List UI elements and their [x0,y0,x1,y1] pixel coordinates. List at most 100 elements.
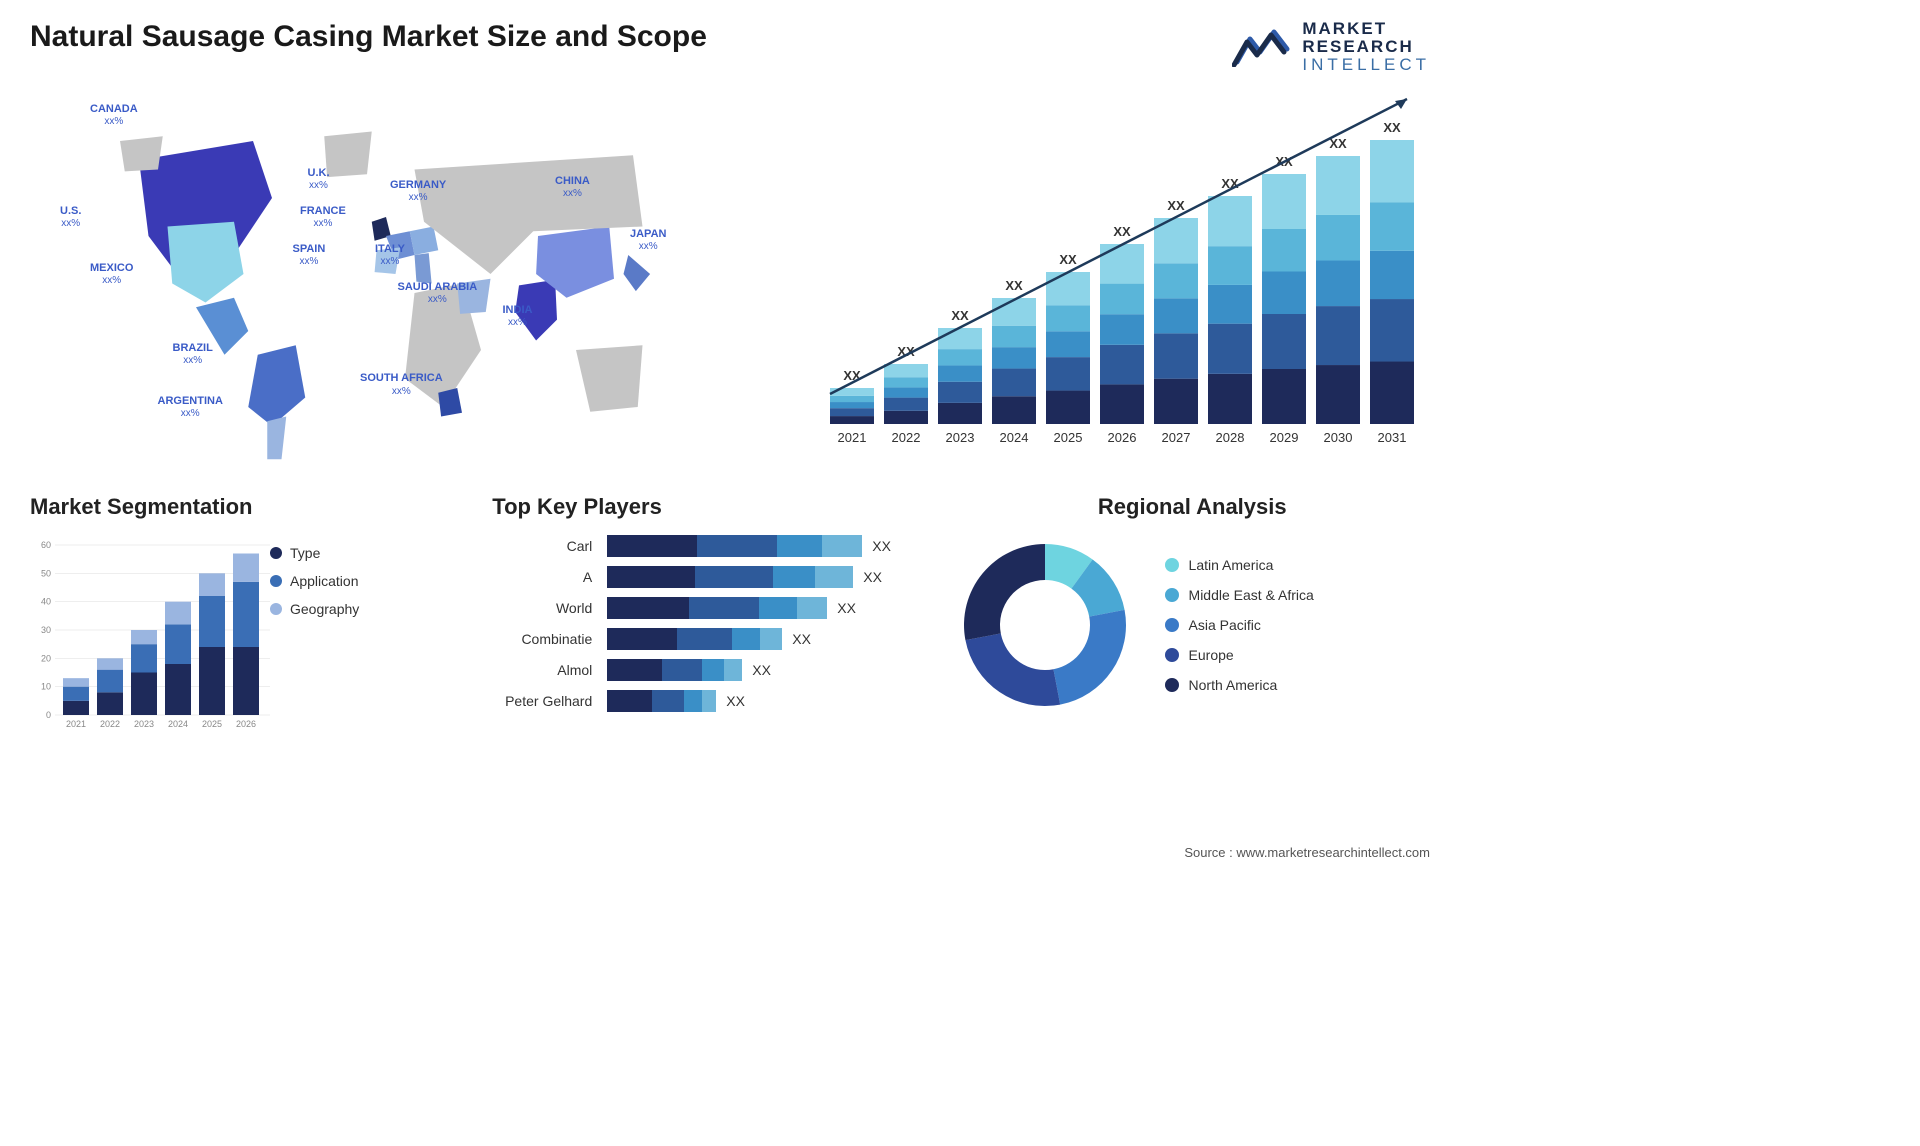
logo-text-3: INTELLECT [1302,56,1430,74]
seg-bar-segment [97,669,123,692]
regional-legend: Latin AmericaMiddle East & AfricaAsia Pa… [1165,557,1314,693]
seg-bar-segment [63,678,89,687]
player-bar [607,690,716,712]
legend-label: Middle East & Africa [1189,587,1314,603]
svg-text:2022: 2022 [100,719,120,729]
player-row: XX [607,535,924,557]
growth-bar-segment [992,325,1036,346]
map-region [576,345,643,412]
seg-bar-segment [63,686,89,700]
map-label: SAUDI ARABIAxx% [398,281,478,306]
player-bar-segment [815,566,853,588]
map-label: MEXICOxx% [90,262,133,287]
growth-bar-segment [1208,323,1252,373]
seg-bar-segment [165,664,191,715]
seg-bar-segment [233,553,259,581]
player-bar-segment [607,659,662,681]
growth-bar-segment [1262,314,1306,369]
player-bar-segment [760,628,782,650]
seg-bar-segment [97,692,123,715]
map-label: GERMANYxx% [390,179,446,204]
growth-bar-segment [1100,384,1144,424]
source-text: Source : www.marketresearchintellect.com [1184,845,1430,860]
map-label: ITALYxx% [375,243,405,268]
growth-bar-segment [938,349,982,365]
growth-bar-segment [884,387,928,397]
growth-bar-segment [884,410,928,423]
player-bar-segment [607,535,697,557]
player-bars: XXXXXXXXXXXX [607,535,924,712]
growth-year-label: 2027 [1162,430,1191,445]
legend-dot [1165,588,1179,602]
player-name: A [492,566,592,588]
map-region [324,131,372,177]
map-label: FRANCExx% [300,205,346,230]
map-region [267,416,286,459]
legend-dot [1165,678,1179,692]
growth-year-label: 2029 [1270,430,1299,445]
growth-bar-segment [830,416,874,424]
page-title: Natural Sausage Casing Market Size and S… [30,20,707,54]
map-region [120,136,163,171]
seg-bar-segment [63,700,89,714]
player-value: XX [726,693,745,709]
growth-bar-segment [1370,361,1414,423]
player-bar-segment [677,628,732,650]
growth-bar-segment [1154,333,1198,378]
player-bar-segment [607,628,677,650]
players-title: Top Key Players [492,494,924,520]
growth-bar-segment [1046,390,1090,423]
player-bar-segment [697,535,777,557]
growth-year-label: 2022 [892,430,921,445]
growth-year-label: 2031 [1378,430,1407,445]
player-name: Almol [492,659,592,681]
growth-bar-segment [884,397,928,410]
player-bar [607,659,742,681]
player-value: XX [792,631,811,647]
growth-bar-segment [938,328,982,349]
growth-bar-segment [1370,250,1414,298]
map-label: JAPANxx% [630,228,666,253]
player-row: XX [607,690,924,712]
legend-label: Type [290,545,320,561]
player-bar-segment [695,566,773,588]
player-value: XX [863,569,882,585]
growth-bar-segment [938,402,982,423]
player-name: World [492,597,592,619]
growth-bar-segment [992,368,1036,396]
growth-bar-segment [1316,260,1360,306]
seg-legend-item: Application [270,573,359,589]
svg-text:20: 20 [41,653,51,663]
growth-bar-segment [1046,357,1090,390]
growth-bar-segment [884,377,928,387]
growth-bar-label: XX [1005,278,1023,293]
seg-bar-segment [165,601,191,624]
player-bar-segment [607,690,652,712]
regional-legend-item: Europe [1165,647,1314,663]
donut-chart [955,535,1135,715]
player-name: Peter Gelhard [492,690,592,712]
segmentation-panel: Market Segmentation 01020304050602021202… [30,494,462,735]
map-label: CANADAxx% [90,103,138,128]
growth-bar-segment [1100,244,1144,284]
growth-year-label: 2030 [1324,430,1353,445]
player-row: XX [607,566,924,588]
svg-text:2024: 2024 [168,719,188,729]
growth-bar-segment [1100,314,1144,345]
map-region [410,226,439,255]
world-map: CANADAxx%U.S.xx%MEXICOxx%BRAZILxx%ARGENT… [30,84,780,464]
player-bar [607,628,782,650]
svg-text:2021: 2021 [66,719,86,729]
player-labels: CarlAWorldCombinatieAlmolPeter Gelhard [492,535,592,712]
donut-segment [965,633,1060,706]
growth-bar-segment [1370,202,1414,250]
growth-bar-segment [1154,263,1198,298]
svg-text:40: 40 [41,596,51,606]
seg-bar-segment [199,596,225,647]
segmentation-chart: 0102030405060202120222023202420252026 [30,535,250,735]
player-bar-segment [607,597,689,619]
player-name: Carl [492,535,592,557]
player-row: XX [607,659,924,681]
growth-bar-segment [1316,365,1360,424]
growth-bar-segment [1208,246,1252,285]
